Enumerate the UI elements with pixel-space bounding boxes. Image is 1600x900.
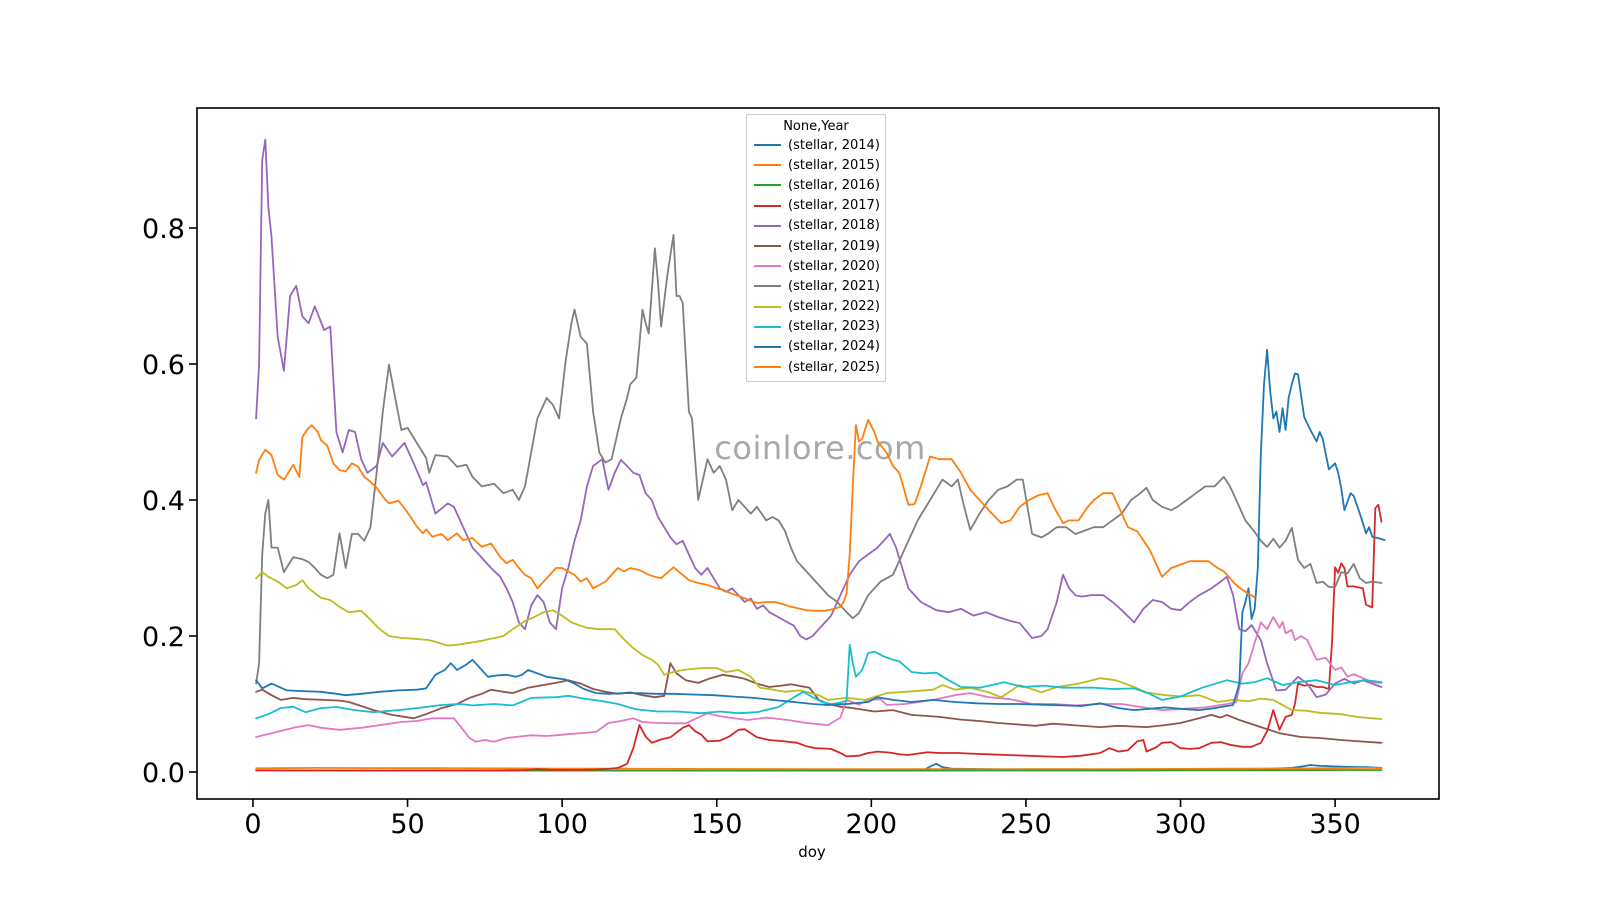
series-line-stellar-2015 — [255, 767, 1383, 771]
legend-line-sample — [754, 184, 781, 187]
legend-line-sample — [754, 305, 781, 308]
legend-entry: (stellar, 2025) — [747, 357, 885, 377]
x-tick-label: 250 — [1000, 809, 1052, 840]
legend-entry-label: (stellar, 2017) — [788, 198, 880, 214]
legend-entry-label: (stellar, 2019) — [788, 238, 880, 254]
legend-line-sample — [754, 144, 781, 147]
legend-entry: (stellar, 2017) — [747, 196, 885, 216]
legend-title: None,Year — [783, 119, 849, 134]
legend-entry: (stellar, 2014) — [747, 135, 885, 155]
legend-line-sample — [754, 224, 781, 227]
legend-entry: (stellar, 2022) — [747, 297, 885, 317]
legend-entry-label: (stellar, 2025) — [788, 359, 880, 375]
legend-entry: (stellar, 2019) — [747, 236, 885, 256]
legend-line-sample — [754, 245, 781, 248]
legend-line-sample — [754, 285, 781, 288]
x-tick-label: 100 — [536, 809, 588, 840]
legend-entry-label: (stellar, 2016) — [788, 177, 880, 193]
x-tick-label: 0 — [244, 809, 261, 840]
y-tick-label: 0.0 — [142, 758, 185, 789]
legend-line-sample — [754, 366, 781, 369]
y-tick-label: 0.6 — [142, 350, 185, 381]
legend-entry: (stellar, 2024) — [747, 337, 885, 357]
x-axis-label: doy — [798, 843, 826, 861]
legend-line-sample — [754, 164, 781, 167]
series-line-stellar-2022 — [255, 571, 1383, 720]
legend-entry-label: (stellar, 2015) — [788, 157, 880, 173]
legend-box: None,Year (stellar, 2014) (stellar, 2015)… — [746, 114, 886, 382]
x-tick-label: 300 — [1155, 809, 1207, 840]
legend-entry-label: (stellar, 2024) — [788, 339, 880, 355]
series-line-stellar-2024 — [255, 348, 1386, 711]
y-tick-label: 0.8 — [142, 214, 185, 245]
axes-spines — [196, 107, 1440, 800]
legend-items: (stellar, 2014) (stellar, 2015) (stellar, … — [747, 135, 885, 377]
legend-entry: (stellar, 2023) — [747, 317, 885, 337]
series-line-stellar-2019 — [255, 662, 1383, 744]
legend-line-sample — [754, 204, 781, 207]
series-line-stellar-2017 — [255, 503, 1383, 772]
series-line-stellar-2023 — [255, 643, 1383, 720]
legend-entry: (stellar, 2015) — [747, 155, 885, 175]
legend-entry: (stellar, 2018) — [747, 216, 885, 236]
legend-entry-label: (stellar, 2023) — [788, 319, 880, 335]
legend-line-sample — [754, 325, 781, 328]
x-tick-label: 200 — [846, 809, 898, 840]
y-tick-label: 0.4 — [142, 486, 185, 517]
legend-entry-label: (stellar, 2022) — [788, 299, 880, 315]
x-tick-label: 150 — [691, 809, 743, 840]
legend-entry-label: (stellar, 2021) — [788, 278, 880, 294]
series-line-stellar-2025 — [255, 418, 1256, 612]
legend-line-sample — [754, 265, 781, 268]
legend-entry-label: (stellar, 2020) — [788, 258, 880, 274]
series-line-stellar-2020 — [255, 616, 1383, 743]
legend-entry: (stellar, 2021) — [747, 276, 885, 296]
legend-entry: (stellar, 2020) — [747, 256, 885, 276]
y-tick-label: 0.2 — [142, 622, 185, 653]
legend-entry: (stellar, 2016) — [747, 175, 885, 195]
x-tick-label: 350 — [1309, 809, 1361, 840]
legend-line-sample — [754, 345, 781, 348]
x-tick-label: 50 — [390, 809, 424, 840]
legend-entry-label: (stellar, 2018) — [788, 218, 880, 234]
series-line-stellar-2018 — [255, 138, 1383, 699]
legend-entry-label: (stellar, 2014) — [788, 137, 880, 153]
series-line-stellar-2021 — [255, 233, 1383, 685]
